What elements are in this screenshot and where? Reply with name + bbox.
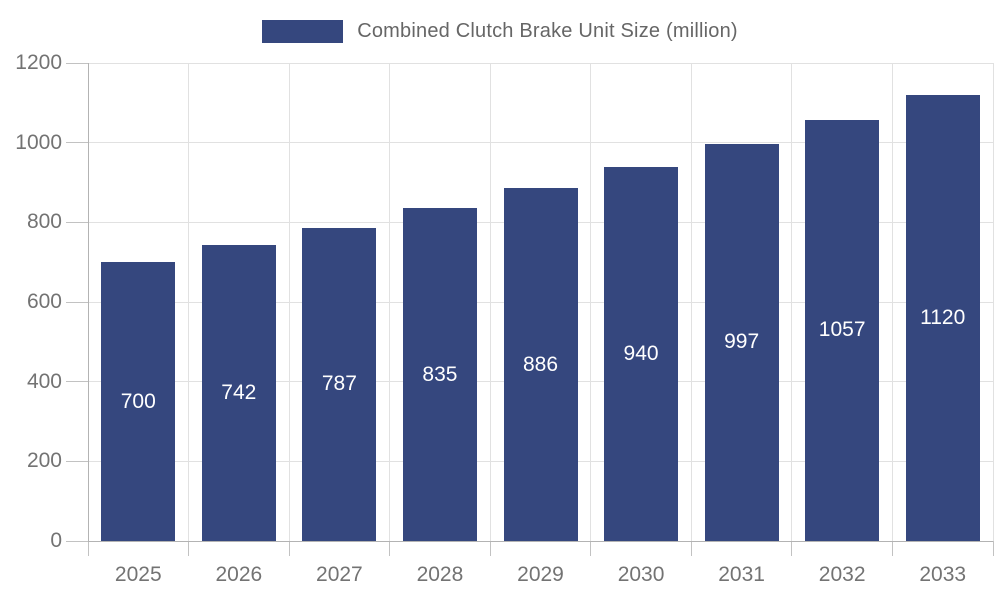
bar bbox=[101, 262, 176, 541]
x-axis-tick bbox=[288, 541, 290, 556]
y-axis-tick bbox=[66, 221, 88, 223]
x-axis-label: 2029 bbox=[517, 563, 564, 586]
bar bbox=[503, 188, 578, 541]
y-axis-label: 400 bbox=[26, 369, 62, 393]
gridline-horizontal bbox=[88, 62, 993, 64]
y-axis-label: 200 bbox=[26, 449, 62, 473]
gridline-vertical bbox=[992, 63, 994, 541]
x-axis-tick bbox=[87, 541, 89, 556]
x-axis-label: 2030 bbox=[617, 563, 665, 586]
x-axis-tick bbox=[389, 541, 391, 556]
gridline-vertical bbox=[288, 63, 290, 541]
bar bbox=[302, 227, 377, 541]
bar-value-label: 835 bbox=[422, 362, 458, 386]
bar bbox=[604, 166, 679, 541]
gridline-vertical bbox=[791, 63, 793, 541]
x-axis-tick bbox=[489, 541, 491, 556]
bar bbox=[905, 94, 980, 541]
gridline-horizontal bbox=[88, 142, 993, 144]
bar bbox=[805, 119, 880, 541]
gridline-vertical bbox=[891, 63, 893, 541]
y-axis-label: 1200 bbox=[15, 51, 62, 74]
x-axis-label: 2028 bbox=[416, 563, 464, 586]
bar-value-label: 742 bbox=[221, 381, 257, 405]
x-axis-tick bbox=[188, 541, 190, 556]
bar-value-label: 787 bbox=[321, 372, 357, 396]
x-axis-label: 2032 bbox=[818, 563, 866, 586]
y-axis-label: 0 bbox=[50, 529, 62, 552]
y-axis-label: 600 bbox=[26, 290, 62, 313]
y-axis-label: 1000 bbox=[15, 130, 62, 154]
y-axis-tick bbox=[66, 62, 88, 64]
y-axis-tick bbox=[66, 301, 88, 303]
x-axis-tick bbox=[590, 541, 592, 556]
gridline-vertical bbox=[188, 63, 190, 541]
y-axis-tick bbox=[66, 381, 88, 383]
y-axis-line bbox=[87, 63, 89, 541]
gridline-vertical bbox=[489, 63, 491, 541]
x-axis-label: 2026 bbox=[215, 563, 263, 586]
y-axis-label: 800 bbox=[26, 210, 62, 234]
bar-value-label: 700 bbox=[120, 389, 156, 413]
bar bbox=[402, 208, 477, 541]
legend-label: Combined Clutch Brake Unit Size (million… bbox=[357, 19, 738, 42]
x-axis-tick bbox=[992, 541, 994, 556]
gridline-vertical bbox=[590, 63, 592, 541]
y-axis-tick bbox=[66, 540, 88, 542]
x-axis-label: 2031 bbox=[718, 563, 765, 586]
legend-swatch bbox=[262, 19, 344, 43]
gridline-vertical bbox=[389, 63, 391, 541]
chart-legend[interactable]: Combined Clutch Brake Unit Size (million… bbox=[0, 16, 1000, 46]
bar-value-label: 886 bbox=[522, 352, 559, 376]
y-axis-tick bbox=[66, 460, 88, 462]
x-axis-tick bbox=[791, 541, 793, 556]
y-axis-tick bbox=[66, 142, 88, 144]
bar-value-label: 1120 bbox=[920, 305, 966, 329]
bar-value-label: 1057 bbox=[818, 318, 866, 342]
gridline-vertical bbox=[690, 63, 692, 541]
x-axis-tick bbox=[690, 541, 692, 556]
x-axis-label: 2025 bbox=[114, 563, 162, 586]
bar bbox=[201, 245, 276, 541]
x-axis-label: 2033 bbox=[919, 563, 967, 586]
bar-value-label: 997 bbox=[724, 330, 760, 354]
bar-value-label: 940 bbox=[623, 341, 659, 365]
bar bbox=[704, 143, 779, 541]
x-axis-line bbox=[88, 540, 993, 542]
x-axis-label: 2027 bbox=[316, 563, 363, 586]
x-axis-tick bbox=[891, 541, 893, 556]
